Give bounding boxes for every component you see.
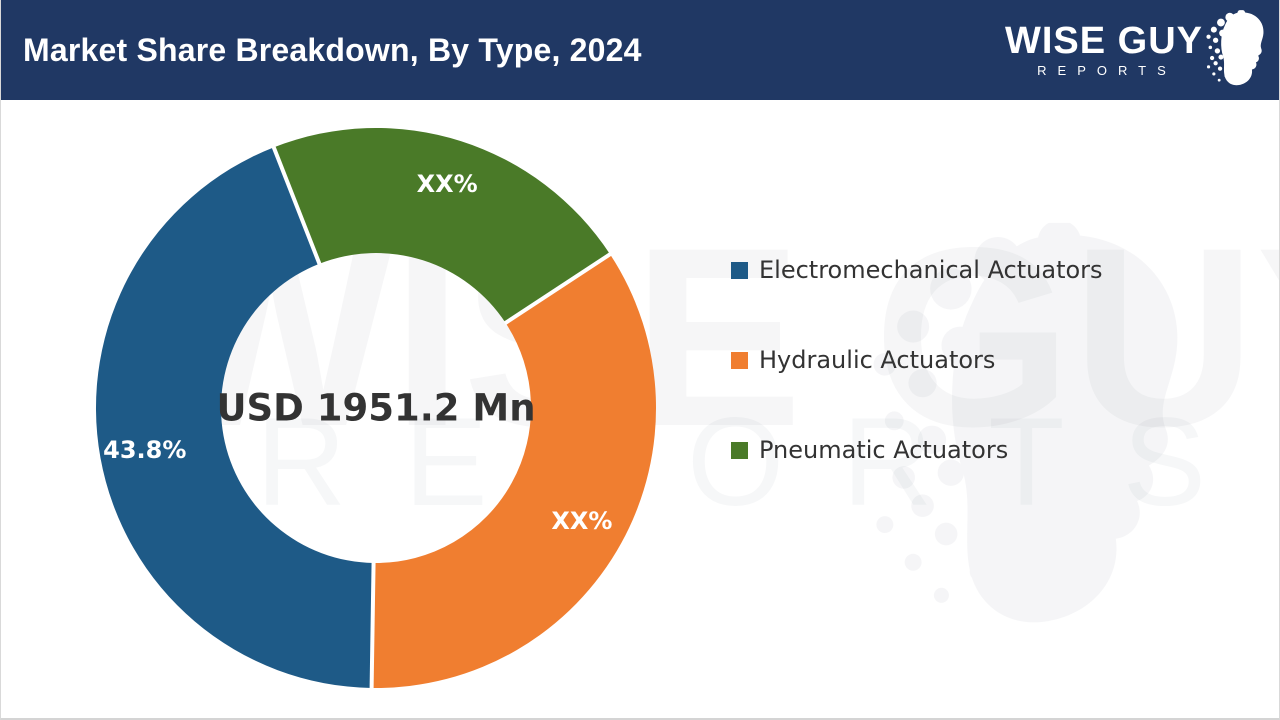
page-title: Market Share Breakdown, By Type, 2024 bbox=[23, 31, 642, 68]
logo-text: WISE GUY REPORTS bbox=[1005, 22, 1203, 78]
slice-separator bbox=[503, 252, 612, 326]
legend-item-hydraulic-actuators: Hydraulic Actuators bbox=[731, 342, 1103, 378]
wise-guy-logo: WISE GUY REPORTS bbox=[1005, 7, 1280, 93]
logo-wordmark: WISE GUY bbox=[1004, 20, 1203, 62]
legend-item-electromechanical-actuators: Electromechanical Actuators bbox=[731, 252, 1103, 288]
legend-item-pneumatic-actuators: Pneumatic Actuators bbox=[731, 432, 1103, 468]
slice-separator bbox=[271, 145, 322, 266]
logo-subtitle: REPORTS bbox=[1037, 63, 1177, 78]
header: Market Share Breakdown, By Type, 2024 WI… bbox=[1, 0, 1280, 100]
legend: Electromechanical Actuators Hydraulic Act… bbox=[731, 252, 1103, 522]
legend-item-label: Hydraulic Actuators bbox=[759, 346, 996, 374]
slice-separator bbox=[369, 561, 376, 689]
donut-slice-hydraulic-actuators bbox=[371, 254, 657, 689]
donut-center-value: USD 1951.2 Mn bbox=[216, 387, 535, 430]
donut-slice-pneumatic-actuators bbox=[273, 127, 611, 323]
legend-swatch bbox=[731, 441, 748, 459]
logo-face-icon bbox=[1205, 7, 1267, 93]
donut-slice-electromechanical-actuators bbox=[95, 147, 374, 688]
legend-swatch bbox=[731, 261, 748, 279]
slice-label-electromechanical-actuators: 43.8% bbox=[103, 436, 186, 464]
legend-swatch bbox=[731, 351, 748, 369]
legend-item-label: Electromechanical Actuators bbox=[759, 256, 1103, 284]
chart-area: WISE GUY REPORTS 43.8%XX%XX%USD 1951.2 M… bbox=[1, 100, 1279, 718]
slice-label-hydraulic-actuators: XX% bbox=[551, 507, 612, 535]
donut-chart: 43.8% XX% XX% USD 1951.2 Mn bbox=[95, 127, 657, 689]
slice-label-pneumatic-actuators: XX% bbox=[417, 170, 478, 198]
legend-item-label: Pneumatic Actuators bbox=[759, 436, 1009, 464]
